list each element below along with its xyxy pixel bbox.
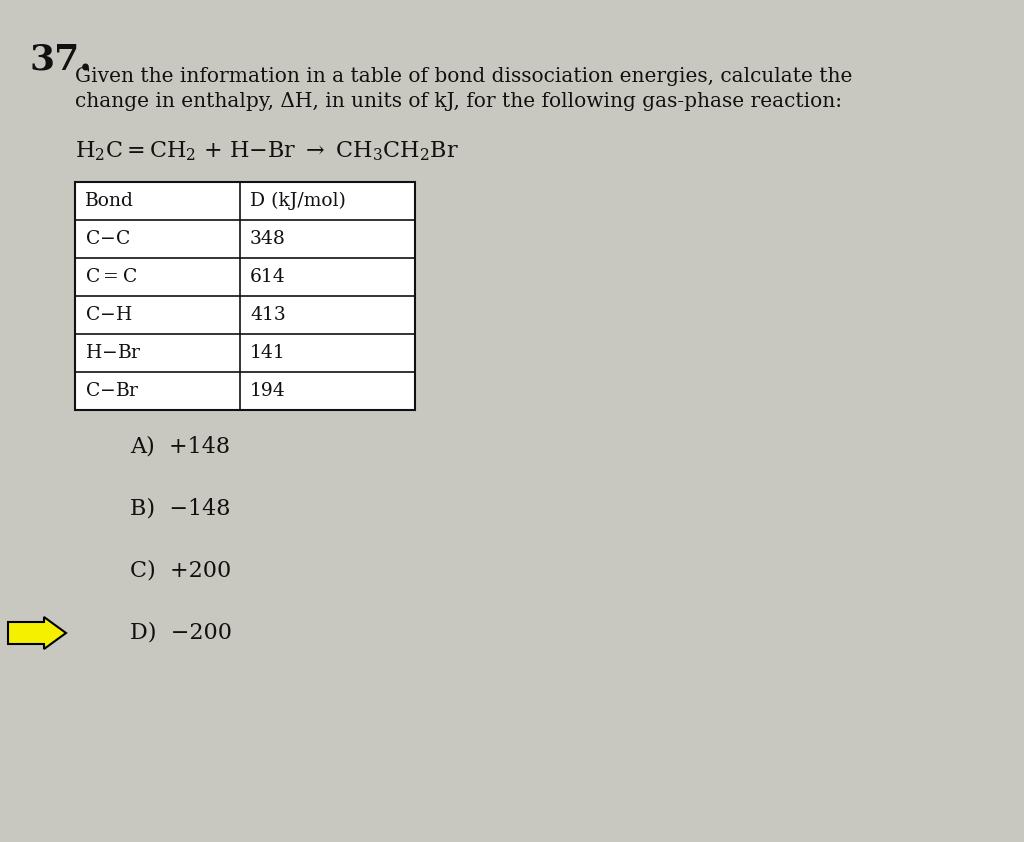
Bar	[75, 182, 415, 410]
FancyArrow shape	[8, 617, 66, 649]
Text: H$-$Br: H$-$Br	[85, 344, 141, 362]
Text: C)  +200: C) +200	[130, 560, 231, 582]
Text: 348: 348	[250, 230, 286, 248]
Text: Bond: Bond	[85, 192, 134, 210]
Text: C$-$H: C$-$H	[85, 306, 132, 324]
Text: B)  −148: B) −148	[130, 498, 230, 520]
Text: Given the information in a table of bond dissociation energies, calculate the: Given the information in a table of bond…	[75, 67, 852, 86]
Text: 37.: 37.	[30, 42, 93, 76]
Text: A)  +148: A) +148	[130, 436, 230, 458]
Text: C$-$C: C$-$C	[85, 230, 130, 248]
Text: D)  −200: D) −200	[130, 622, 232, 644]
Text: C$-$Br: C$-$Br	[85, 382, 139, 400]
Text: 413: 413	[250, 306, 286, 324]
Text: H$_2$C$=$CH$_2$ + H$-$Br $\rightarrow$ CH$_3$CH$_2$Br: H$_2$C$=$CH$_2$ + H$-$Br $\rightarrow$ C…	[75, 139, 459, 163]
Text: change in enthalpy, ΔH, in units of kJ, for the following gas-phase reaction:: change in enthalpy, ΔH, in units of kJ, …	[75, 92, 842, 111]
Text: 614: 614	[250, 268, 286, 286]
Text: D (kJ/mol): D (kJ/mol)	[250, 192, 346, 210]
Text: 194: 194	[250, 382, 286, 400]
Text: 141: 141	[250, 344, 286, 362]
Text: C$=$C: C$=$C	[85, 268, 137, 286]
